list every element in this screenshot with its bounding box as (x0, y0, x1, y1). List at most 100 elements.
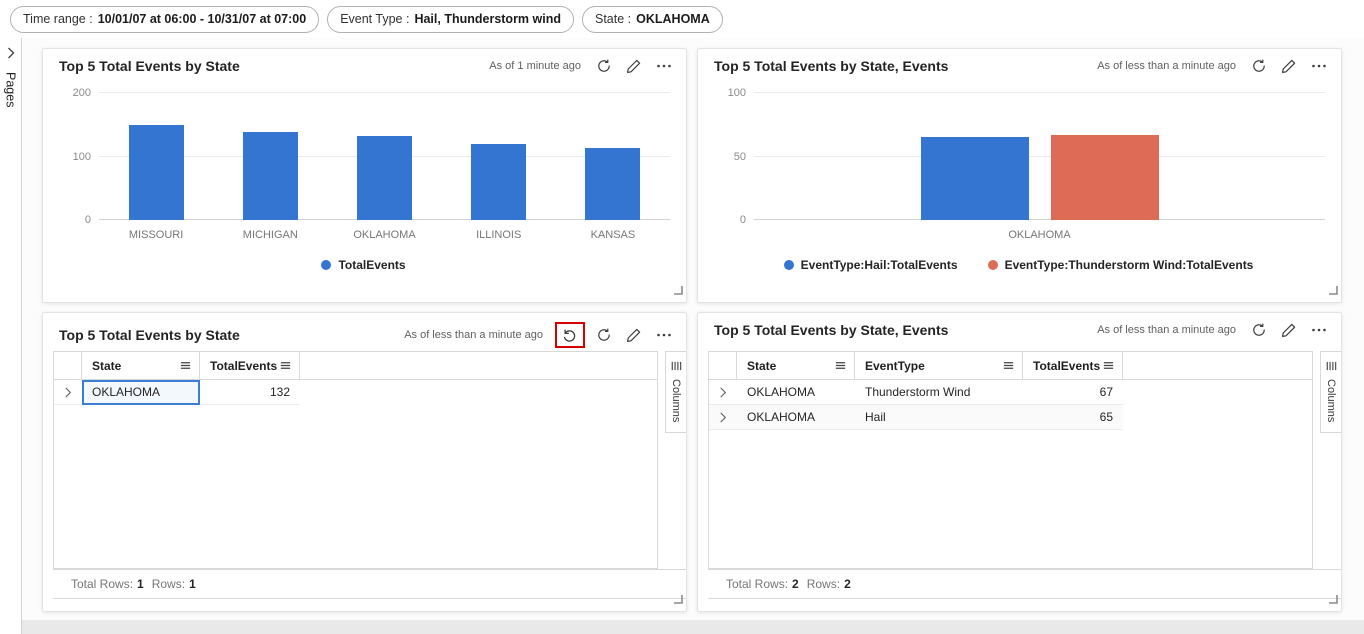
refresh-icon[interactable] (596, 58, 612, 74)
refresh-icon[interactable] (596, 327, 612, 343)
column-menu-icon[interactable] (1002, 359, 1015, 372)
expand-pages-chevron-right-icon[interactable] (6, 47, 16, 59)
table-row: OKLAHOMA Thunderstorm Wind 67 (709, 380, 1123, 405)
bar-michigan-totalevents[interactable] (242, 131, 298, 220)
bar-missouri-totalevents[interactable] (128, 124, 184, 220)
table-cell[interactable]: OKLAHOMA (747, 384, 816, 399)
tile-resize-handle[interactable] (673, 282, 683, 300)
table-cell[interactable]: OKLAHOMA (82, 379, 200, 405)
tile-table-by-state-events: Top 5 Total Events by State, Events As o… (697, 312, 1342, 612)
columns-panel-tab[interactable]: Columns (1320, 351, 1341, 434)
column-header-eventtype[interactable]: EventType (855, 352, 1023, 379)
total-rows-value: 1 (137, 577, 144, 591)
tile-resize-handle[interactable] (1328, 282, 1338, 300)
chart-legend: TotalEvents (57, 258, 670, 272)
total-rows-label: Total Rows: (71, 577, 134, 591)
pages-panel-title[interactable]: Pages (3, 72, 18, 108)
row-expand-chevron-icon[interactable] (709, 412, 737, 423)
tile-chart-by-state: Top 5 Total Events by State As of 1 minu… (42, 48, 687, 303)
bar-oklahoma-totalevents[interactable] (357, 136, 412, 220)
columns-tab-label: Columns (670, 379, 682, 423)
row-expand-chevron-icon[interactable] (709, 387, 737, 398)
y-axis-tick-label: 100 (727, 87, 746, 99)
red-annotation-box (555, 322, 585, 348)
edit-pencil-icon[interactable] (626, 58, 642, 74)
y-axis-tick-label: 200 (72, 87, 91, 99)
more-options-ellipsis-icon[interactable] (656, 58, 672, 74)
rows-label: Rows: (806, 577, 841, 591)
rows-label: Rows: (151, 577, 186, 591)
table-row: OKLAHOMA 132 (54, 379, 300, 405)
column-header-state[interactable]: State (82, 352, 200, 379)
chart-legend: EventType:Hail:TotalEvents EventType:Thun… (712, 258, 1325, 272)
as-of-timestamp: As of 1 minute ago (489, 60, 581, 72)
rows-value: 2 (844, 577, 851, 591)
column-header-totalevents[interactable]: TotalEvents (1023, 352, 1123, 379)
bar-kansas-totalevents[interactable] (585, 148, 641, 220)
legend-dot-icon (783, 260, 794, 270)
column-menu-icon[interactable] (1102, 359, 1115, 372)
event-type-filter-label: Event Type : (340, 12, 410, 26)
table-cell[interactable]: Thunderstorm Wind (865, 384, 971, 399)
state-filter-label: State : (595, 12, 632, 26)
edit-pencil-icon[interactable] (626, 327, 642, 343)
columns-panel-tab[interactable]: Columns (665, 351, 686, 434)
grid-footer: Total Rows: 1 Rows: 1 (53, 569, 686, 599)
column-menu-icon[interactable] (179, 359, 192, 372)
x-axis-category-label: MICHIGAN (242, 229, 298, 241)
table-cell[interactable]: 65 (1099, 409, 1113, 424)
tile-chart-by-state-events: Top 5 Total Events by State, Events As o… (697, 48, 1342, 303)
table-cell[interactable]: OKLAHOMA (747, 409, 816, 424)
x-axis-category-label: OKLAHOMA (353, 229, 416, 241)
bar-illinois-totalevents[interactable] (471, 143, 527, 220)
y-axis-tick-label: 100 (72, 150, 91, 163)
legend-label: EventType:Hail:TotalEvents (800, 258, 958, 272)
edit-pencil-icon[interactable] (1281, 58, 1297, 74)
legend-item[interactable]: EventType:Hail:TotalEvents (783, 258, 958, 272)
x-axis-category-label: ILLINOIS (476, 229, 522, 241)
refresh-icon[interactable] (1251, 58, 1267, 74)
tile-resize-handle[interactable] (1328, 591, 1338, 609)
event-type-filter-pill[interactable]: Event Type : Hail, Thunderstorm wind (327, 5, 574, 33)
tile-title: Top 5 Total Events by State, Events (714, 58, 949, 74)
legend-item[interactable]: EventType:Thunderstorm Wind:TotalEvents (987, 258, 1254, 272)
bar-oklahoma-eventtype:thunderstorm wind:totalevents[interactable] (1050, 134, 1159, 220)
tile-title: Top 5 Total Events by State, Events (714, 322, 949, 338)
time-range-filter-pill[interactable]: Time range : 10/01/07 at 06:00 - 10/31/0… (10, 5, 320, 33)
row-expand-chevron-icon[interactable] (54, 387, 82, 398)
rows-value: 1 (189, 577, 196, 591)
table-cell[interactable]: 132 (269, 384, 290, 399)
data-grid-by-state-events: State EventType TotalEvents OKLAHOMA Thunder… (708, 351, 1313, 569)
column-menu-icon[interactable] (279, 359, 292, 372)
gridline (754, 219, 1325, 220)
bar-oklahoma-eventtype:hail:totalevents[interactable] (920, 137, 1029, 220)
tile-resize-handle[interactable] (673, 591, 683, 609)
table-cell[interactable]: 67 (1099, 384, 1113, 399)
legend-item[interactable]: TotalEvents (321, 258, 406, 272)
chart-plot-area: 0 50 100 (728, 87, 1325, 226)
column-header-totalevents[interactable]: TotalEvents (200, 352, 300, 379)
as-of-timestamp: As of less than a minute ago (404, 329, 543, 341)
undo-icon[interactable] (562, 327, 578, 343)
more-options-ellipsis-icon[interactable] (1311, 322, 1327, 338)
refresh-icon[interactable] (1251, 322, 1267, 338)
y-axis-tick-label: 0 (739, 214, 746, 226)
more-options-ellipsis-icon[interactable] (1311, 58, 1327, 74)
column-header-state[interactable]: State (737, 352, 855, 379)
column-header-label: State (92, 358, 122, 373)
column-header-label: State (747, 358, 777, 373)
table-cell[interactable]: Hail (865, 409, 886, 424)
x-axis-category-label: MISSOURI (128, 229, 184, 241)
as-of-timestamp: As of less than a minute ago (1097, 60, 1236, 72)
column-menu-icon[interactable] (834, 359, 847, 372)
legend-label: EventType:Thunderstorm Wind:TotalEvents (1004, 258, 1254, 272)
state-filter-value: OKLAHOMA (636, 12, 710, 26)
edit-pencil-icon[interactable] (1281, 322, 1297, 338)
time-range-filter-label: Time range : (23, 12, 93, 26)
filter-bar: Time range : 10/01/07 at 06:00 - 10/31/0… (0, 0, 1364, 38)
expander-column-header (54, 352, 82, 379)
state-filter-pill[interactable]: State : OKLAHOMA (582, 5, 723, 33)
columns-tab-label: Columns (1325, 379, 1337, 423)
event-type-filter-value: Hail, Thunderstorm wind (414, 12, 561, 26)
more-options-ellipsis-icon[interactable] (656, 327, 672, 343)
